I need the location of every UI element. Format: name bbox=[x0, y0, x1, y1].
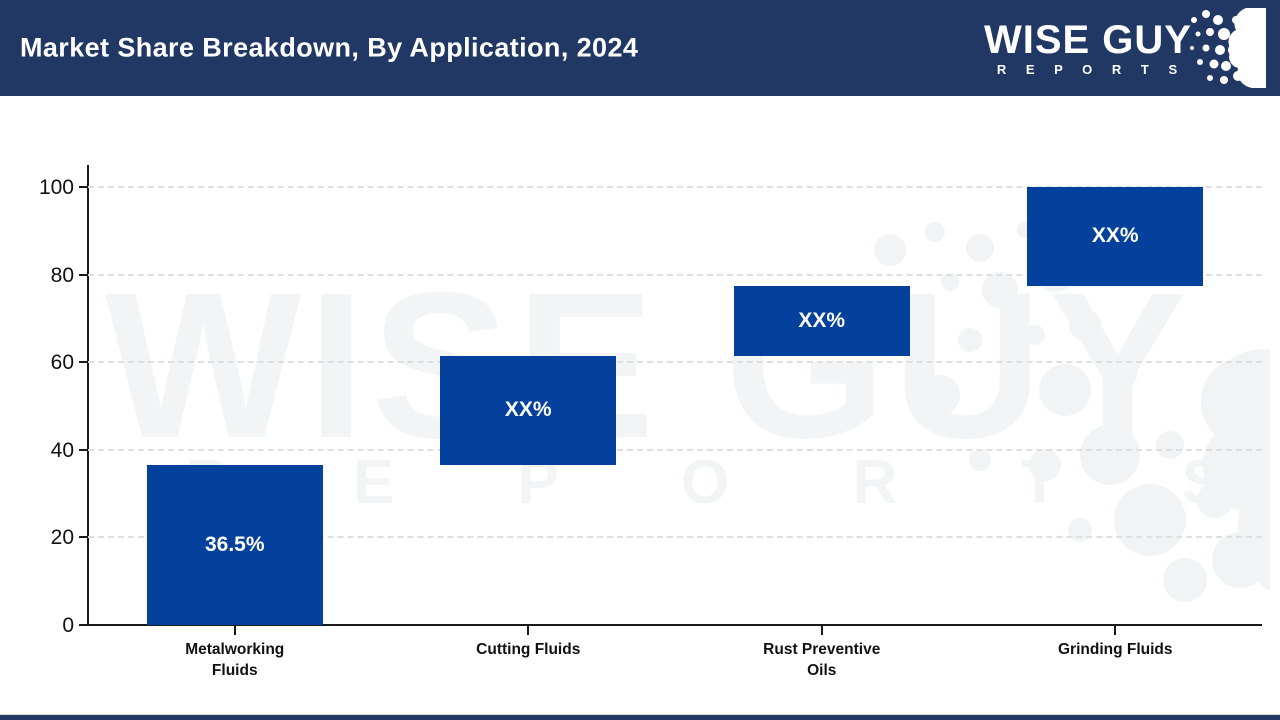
footer-accent-bar bbox=[0, 715, 1280, 720]
bar-value-label-cutting-fluids: XX% bbox=[504, 398, 552, 422]
gridline-80 bbox=[88, 273, 1262, 276]
bar-value-label-rust-preventive-oils: XX% bbox=[798, 308, 846, 332]
x-category-label-cutting-fluids: Cutting Fluids bbox=[476, 641, 581, 658]
y-tick-mark-20 bbox=[79, 536, 88, 539]
bar-rust-preventive-oils: XX% bbox=[733, 285, 910, 356]
gridline-100 bbox=[88, 186, 1262, 188]
bar-cutting-fluids: XX% bbox=[440, 355, 617, 466]
x-tick-mark-rust-preventive-oils bbox=[820, 626, 823, 635]
x-tick-mark-grinding-fluids bbox=[1114, 626, 1117, 635]
brand-name: WISE GUY bbox=[983, 17, 1192, 62]
page-title: Market Share Breakdown, By Application, … bbox=[20, 32, 639, 63]
y-tick-mark-40 bbox=[79, 448, 88, 451]
y-tick-label-100: 100 bbox=[38, 176, 74, 199]
bar-value-label-metalworking-fluids: 36.5% bbox=[204, 533, 265, 557]
brand-logo: WISE GUY R E P O R T S bbox=[984, 6, 1266, 90]
gridline-40 bbox=[88, 448, 1262, 451]
y-axis-line bbox=[87, 165, 89, 626]
brand-logo-text: WISE GUY R E P O R T S bbox=[984, 20, 1192, 77]
brand-subname: R E P O R T S bbox=[996, 61, 1186, 77]
gridline-20 bbox=[88, 536, 1262, 539]
bar-grinding-fluids: XX% bbox=[1027, 187, 1204, 286]
x-category-label-grinding-fluids: Grinding Fluids bbox=[1057, 641, 1173, 658]
y-tick-mark-80 bbox=[79, 273, 88, 276]
y-tick-mark-60 bbox=[79, 361, 88, 364]
x-tick-mark-cutting-fluids bbox=[527, 626, 530, 635]
x-axis-line bbox=[87, 624, 1262, 626]
x-category-label-metalworking-fluids: Metalworking Fluids bbox=[185, 641, 285, 679]
y-tick-label-20: 20 bbox=[50, 526, 74, 550]
x-category-label-rust-preventive-oils: Rust Preventive Oils bbox=[763, 641, 881, 679]
x-tick-mark-metalworking-fluids bbox=[233, 626, 236, 635]
bar-value-label-grinding-fluids: XX% bbox=[1091, 224, 1139, 248]
plot-area: 36.5% XX% XX% XX% bbox=[88, 170, 1262, 625]
y-tick-label-0: 0 bbox=[62, 614, 74, 637]
header-bar: Market Share Breakdown, By Application, … bbox=[0, 0, 1280, 96]
y-tick-mark-0 bbox=[79, 624, 88, 626]
gridline-60 bbox=[88, 361, 1262, 364]
brand-head-icon bbox=[1190, 8, 1266, 88]
y-tick-label-40: 40 bbox=[50, 438, 74, 462]
y-tick-mark-100 bbox=[79, 186, 88, 188]
bar-metalworking-fluids: 36.5% bbox=[146, 465, 323, 625]
y-tick-label-80: 80 bbox=[50, 263, 74, 287]
y-tick-label-60: 60 bbox=[50, 351, 74, 375]
